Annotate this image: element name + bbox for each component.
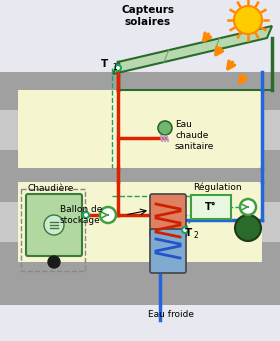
Text: Ballon de
stockage: Ballon de stockage [60, 205, 102, 225]
Bar [0, 182, 18, 202]
Bar [262, 110, 280, 150]
Circle shape [234, 6, 262, 34]
Bar [262, 202, 280, 242]
Text: T: T [185, 228, 192, 238]
Bar [0, 262, 280, 275]
Bar [0, 242, 18, 262]
Circle shape [158, 121, 172, 135]
Text: Capteurs
solaires: Capteurs solaires [122, 5, 174, 27]
Bar [0, 0, 280, 72]
FancyBboxPatch shape [150, 194, 186, 238]
Circle shape [115, 65, 121, 71]
Circle shape [100, 207, 116, 223]
Bar [18, 182, 262, 262]
Circle shape [83, 212, 89, 218]
Bar [262, 182, 280, 202]
Text: 2: 2 [193, 232, 198, 240]
Text: T: T [101, 59, 108, 69]
Bar [0, 72, 280, 90]
FancyBboxPatch shape [191, 195, 231, 219]
Bar [0, 150, 18, 168]
Bar [262, 90, 280, 110]
FancyBboxPatch shape [150, 229, 186, 273]
Text: Régulation: Régulation [193, 182, 242, 192]
Bar [262, 150, 280, 168]
Bar [0, 305, 280, 341]
Bar [262, 242, 280, 262]
Bar [18, 90, 262, 168]
Circle shape [240, 199, 256, 215]
Text: Chaudière: Chaudière [28, 184, 74, 193]
Bar [0, 168, 280, 182]
Bar [0, 90, 18, 110]
Text: 1: 1 [112, 62, 117, 72]
Circle shape [182, 227, 188, 233]
FancyBboxPatch shape [26, 194, 82, 256]
Bar [0, 202, 18, 242]
Circle shape [44, 215, 64, 235]
Bar [0, 72, 280, 341]
Text: T°: T° [205, 202, 217, 212]
Bar [0, 275, 280, 305]
Polygon shape [113, 26, 272, 74]
Bar [0, 110, 18, 150]
Circle shape [48, 256, 60, 268]
Circle shape [235, 215, 261, 241]
Text: Eau froide: Eau froide [148, 310, 194, 319]
Text: Eau
chaude
sanitaire: Eau chaude sanitaire [175, 120, 214, 151]
